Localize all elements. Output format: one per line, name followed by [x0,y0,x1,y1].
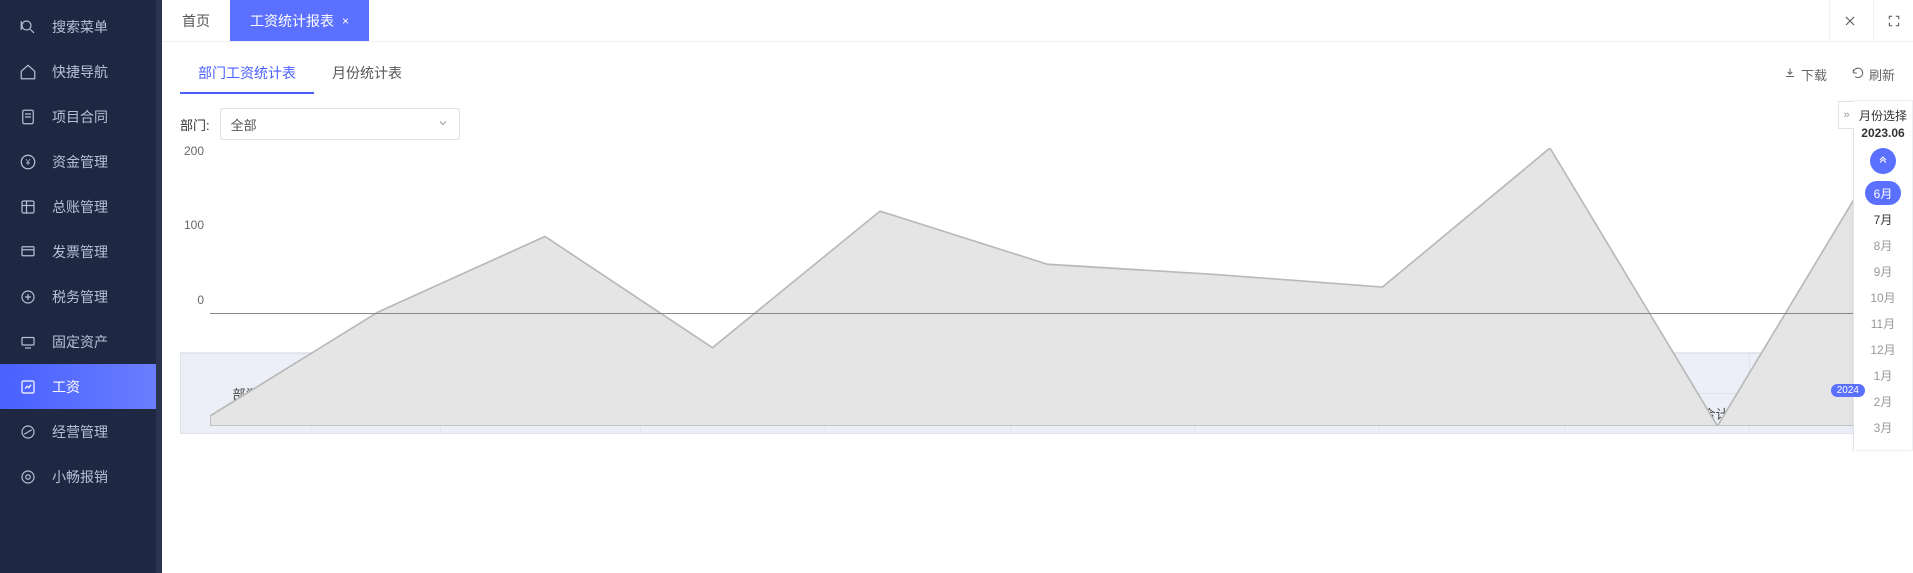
subtabs: 部门工资统计表 月份统计表 下载 刷新 [180,54,1895,94]
tab-label: 工资统计报表 [250,11,334,31]
sidebar-item-label: 发票管理 [52,242,108,262]
sidebar-item-label: 资金管理 [52,152,108,172]
sidebar-item-label: 经营管理 [52,422,108,442]
money-icon: ¥ [18,152,38,172]
y-tick: 200 [184,144,204,158]
month-item[interactable]: 9月 [1865,259,1901,283]
sidebar-item-tax[interactable]: 税务管理 [0,274,162,319]
sidebar-item-reimburse[interactable]: 小畅报销 [0,454,162,499]
sidebar-item-contract[interactable]: 项目合同 [0,94,162,139]
salary-icon [18,377,38,397]
refresh-label: 刷新 [1869,65,1895,84]
month-item[interactable]: 1月 [1865,363,1901,387]
sidebar-item-search[interactable]: 搜索菜单 [0,4,162,49]
contract-icon [18,107,38,127]
month-scroll-up-button[interactable] [1870,148,1896,174]
tab-home[interactable]: 首页 [162,0,230,41]
subtab-month[interactable]: 月份统计表 [314,54,420,94]
main-area: 首页 工资统计报表 × 部门工资统计表 月份统计表 下载 [162,0,1913,573]
sidebar-item-salary[interactable]: 工资 [0,364,162,409]
month-item[interactable]: 12月 [1865,337,1901,361]
month-item[interactable]: 8月 [1865,233,1901,257]
asset-icon [18,332,38,352]
search-icon [18,17,38,37]
download-icon [1783,66,1797,83]
sidebar-item-label: 小畅报销 [52,467,108,487]
sidebar-item-label: 税务管理 [52,287,108,307]
chart-plot [210,148,1885,426]
sidebar: 搜索菜单 快捷导航 项目合同 ¥ 资金管理 总账管理 发票管理 税务管理 固定资 [0,0,162,573]
month-panel-title: 月份选择 [1859,107,1907,124]
refresh-icon [1851,66,1865,83]
chart-x-axis [210,313,1885,314]
svg-text:¥: ¥ [25,158,31,167]
close-all-button[interactable] [1829,0,1869,42]
refresh-button[interactable]: 刷新 [1851,65,1895,84]
subtab-dept[interactable]: 部门工资统计表 [180,54,314,94]
chart-y-axis: 0 100 200 [180,148,210,314]
dept-select[interactable]: 全部 [220,108,460,140]
month-item[interactable]: 2月 [1865,389,1901,413]
month-panel: » 月份选择 2023.06 6月 7月 8月 9月 10月 11月 12月 1… [1853,100,1913,451]
sidebar-item-label: 固定资产 [52,332,108,352]
home-icon [18,62,38,82]
month-panel-year: 2023.06 [1861,126,1904,140]
month-item[interactable]: 7月 [1865,207,1901,231]
month-item[interactable]: 10月 [1865,285,1901,309]
month-item[interactable]: 3月 [1865,415,1901,439]
invoice-icon [18,242,38,262]
sidebar-item-ledger[interactable]: 总账管理 [0,184,162,229]
sidebar-item-asset[interactable]: 固定资产 [0,319,162,364]
ops-icon [18,422,38,442]
sidebar-item-label: 搜索菜单 [52,17,108,37]
ledger-icon [18,197,38,217]
month-item[interactable]: 6月 [1865,181,1901,205]
sidebar-item-label: 项目合同 [52,107,108,127]
sidebar-item-ops[interactable]: 经营管理 [0,409,162,454]
tax-icon [18,287,38,307]
month-collapse-button[interactable]: » [1838,101,1854,129]
month-item[interactable]: 11月 [1865,311,1901,335]
tab-salary-report[interactable]: 工资统计报表 × [230,0,369,41]
salary-chart: 0 100 200 [210,148,1885,338]
filter-row: 部门: 全部 [180,108,1895,140]
sidebar-item-fund[interactable]: ¥ 资金管理 [0,139,162,184]
sidebar-item-label: 快捷导航 [52,62,108,82]
tab-label: 首页 [182,11,210,31]
sidebar-item-quicknav[interactable]: 快捷导航 [0,49,162,94]
y-tick: 0 [197,293,204,307]
download-label: 下载 [1801,65,1827,84]
chevron-down-icon [437,117,449,132]
content: 部门工资统计表 月份统计表 下载 刷新 部门: 全部 [162,42,1913,573]
filter-label: 部门: [180,115,210,134]
fullscreen-button[interactable] [1873,0,1913,42]
close-icon[interactable]: × [342,14,349,28]
reimburse-icon [18,467,38,487]
download-button[interactable]: 下载 [1783,65,1827,84]
sidebar-item-invoice[interactable]: 发票管理 [0,229,162,274]
select-value: 全部 [231,115,257,134]
next-year-badge: 2024 [1831,384,1865,397]
sidebar-item-label: 工资 [52,377,80,397]
sidebar-item-label: 总账管理 [52,197,108,217]
y-tick: 100 [184,218,204,232]
page-tabbar: 首页 工资统计报表 × [162,0,1913,42]
